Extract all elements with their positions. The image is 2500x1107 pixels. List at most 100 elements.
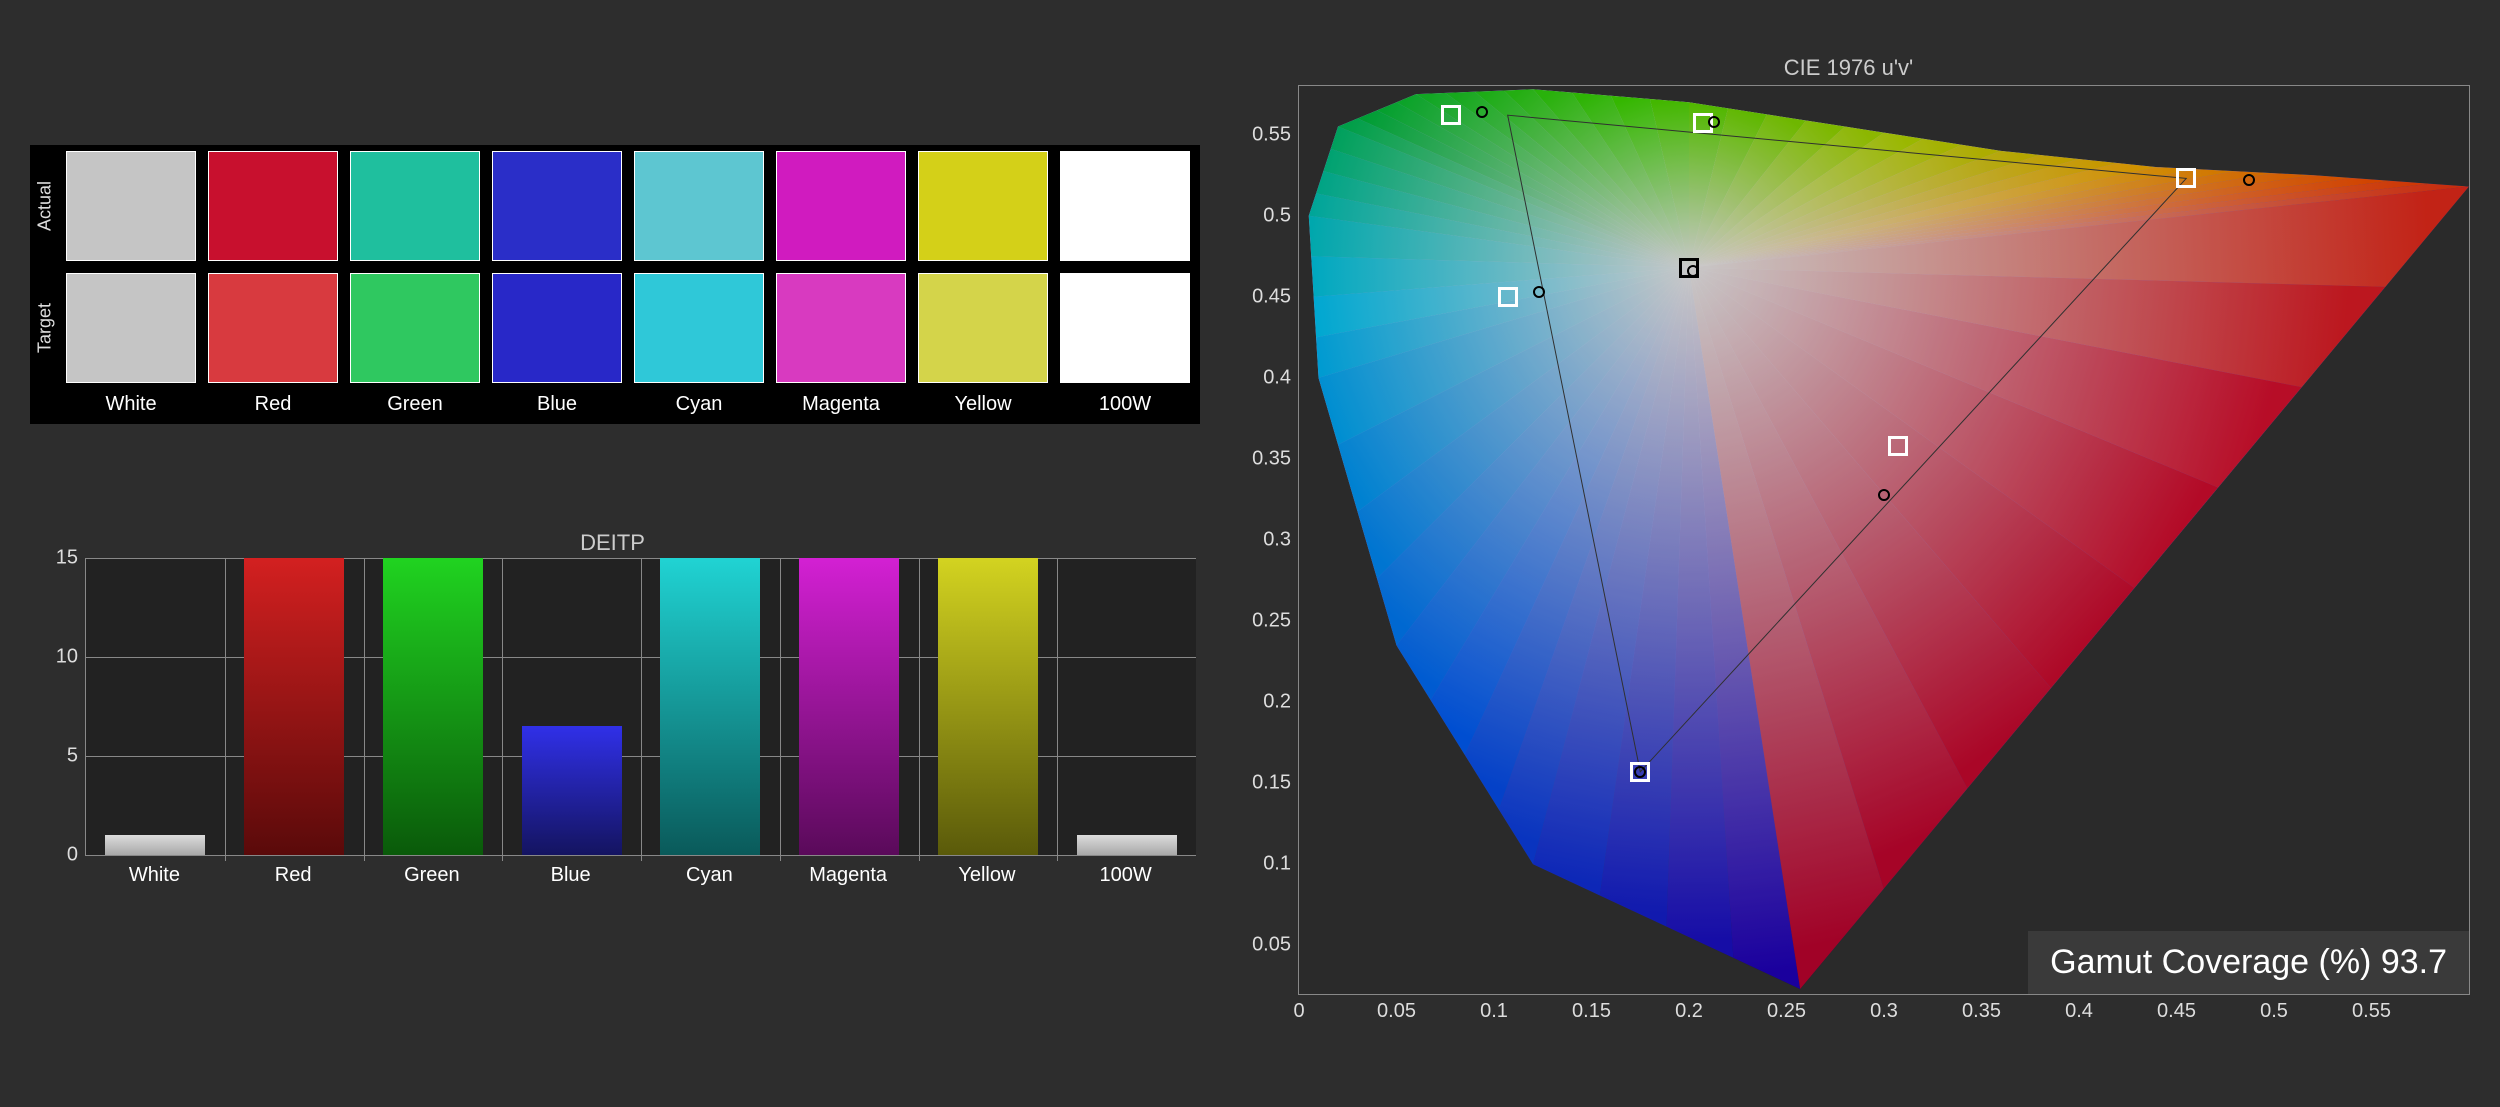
cie-xtick-label: 0.5 (2260, 994, 2288, 1023)
cie-xtick-label: 0.2 (1675, 994, 1703, 1023)
cie-plot-area: Gamut Coverage (%) 93.7 0.050.10.150.20.… (1298, 85, 2470, 995)
cie-xtick-label: 0 (1293, 994, 1304, 1023)
swatch-cell (1060, 151, 1190, 261)
deitp-xtick-label: 100W (1056, 860, 1195, 890)
swatch-cell (66, 151, 196, 261)
swatch-column-label: Yellow (912, 389, 1054, 424)
swatch-column-label: White (60, 389, 202, 424)
measured-marker-dot (1708, 116, 1720, 128)
deitp-xtick-label: Green (363, 860, 502, 890)
deitp-ytick-label: 15 (56, 547, 86, 570)
cie-ytick-label: 0.45 (1252, 285, 1299, 308)
deitp-category-separator (919, 558, 920, 861)
deitp-xtick-label: White (85, 860, 224, 890)
deitp-x-axis: WhiteRedGreenBlueCyanMagentaYellow100W (85, 860, 1195, 890)
deitp-category-separator (780, 558, 781, 861)
cie-diagram-panel: CIE 1976 u'v' Gamut Coverage (%) 93.7 0.… (1225, 55, 2472, 1041)
swatch-cell (492, 273, 622, 383)
deitp-bar (1077, 835, 1177, 855)
deitp-xtick-label: Yellow (918, 860, 1057, 890)
swatch-column-label: Red (202, 389, 344, 424)
cie-xtick-label: 0.35 (1962, 994, 2001, 1023)
measured-marker-dot (1878, 489, 1890, 501)
cie-ytick-label: 0.05 (1252, 934, 1299, 957)
swatch-cell (208, 273, 338, 383)
measured-marker-dot (1533, 286, 1545, 298)
deitp-xtick-label: Red (224, 860, 363, 890)
swatch-cell (776, 273, 906, 383)
measured-marker-dot (1476, 106, 1488, 118)
measured-marker-dot (1687, 265, 1699, 277)
cie-xtick-label: 0.3 (1870, 994, 1898, 1023)
cie-title: CIE 1976 u'v' (1225, 55, 2472, 81)
deitp-plot-area: 051015 (85, 558, 1196, 856)
target-marker-square (1498, 287, 1518, 307)
cie-ytick-label: 0.3 (1263, 529, 1299, 552)
swatch-row-label: Target (30, 267, 60, 389)
swatch-row-target: Target (30, 267, 1200, 389)
swatch-cell (208, 151, 338, 261)
cie-xtick-label: 0.45 (2157, 994, 2196, 1023)
deitp-category-separator (641, 558, 642, 861)
deitp-xtick-label: Cyan (640, 860, 779, 890)
swatch-column-label: 100W (1054, 389, 1196, 424)
cie-xtick-label: 0.1 (1480, 994, 1508, 1023)
swatch-cell (350, 151, 480, 261)
deitp-bar (799, 558, 899, 855)
cie-xtick-label: 0.05 (1377, 994, 1416, 1023)
swatch-cell (776, 151, 906, 261)
deitp-category-separator (1057, 558, 1058, 861)
gamut-coverage-badge: Gamut Coverage (%) 93.7 (2028, 931, 2469, 994)
deitp-category-separator (502, 558, 503, 861)
target-marker-square (1441, 105, 1461, 125)
deitp-bar (383, 558, 483, 855)
swatch-cell (918, 273, 1048, 383)
swatch-row-actual: Actual (30, 145, 1200, 267)
deitp-bar (244, 558, 344, 855)
cie-ytick-label: 0.35 (1252, 447, 1299, 470)
cie-ytick-label: 0.5 (1263, 204, 1299, 227)
deitp-bar-chart: DEITP 051015 WhiteRedGreenBlueCyanMagent… (30, 530, 1195, 890)
deitp-xtick-label: Blue (501, 860, 640, 890)
swatch-cell (350, 273, 480, 383)
swatch-cell (918, 151, 1048, 261)
deitp-xtick-label: Magenta (779, 860, 918, 890)
swatch-cell (66, 273, 196, 383)
cie-ytick-label: 0.15 (1252, 772, 1299, 795)
swatch-column-label: Blue (486, 389, 628, 424)
deitp-bar (660, 558, 760, 855)
measured-marker-dot (1634, 766, 1646, 778)
deitp-bar (938, 558, 1038, 855)
swatch-row-label: Actual (30, 145, 60, 267)
cie-chromaticity-svg (1299, 86, 2469, 994)
deitp-ytick-label: 5 (67, 745, 86, 768)
deitp-ytick-label: 0 (67, 844, 86, 867)
cie-ytick-label: 0.55 (1252, 123, 1299, 146)
swatch-cell (634, 151, 764, 261)
deitp-category-separator (364, 558, 365, 861)
swatch-column-labels: WhiteRedGreenBlueCyanMagentaYellow100W (30, 389, 1200, 424)
cie-ytick-label: 0.2 (1263, 691, 1299, 714)
swatch-cell (634, 273, 764, 383)
color-swatch-panel: ActualTargetWhiteRedGreenBlueCyanMagenta… (30, 145, 1200, 424)
swatch-column-label: Green (344, 389, 486, 424)
locus-dark-overlay (1309, 89, 2469, 989)
deitp-bar (522, 726, 622, 855)
cie-ytick-label: 0.25 (1252, 610, 1299, 633)
swatch-cell (492, 151, 622, 261)
swatch-column-label: Cyan (628, 389, 770, 424)
cie-xtick-label: 0.25 (1767, 994, 1806, 1023)
target-marker-square (2176, 168, 2196, 188)
deitp-category-separator (225, 558, 226, 861)
measured-marker-dot (2243, 174, 2255, 186)
deitp-bar (105, 835, 205, 855)
target-marker-square (1888, 436, 1908, 456)
swatch-column-label: Magenta (770, 389, 912, 424)
swatch-cell (1060, 273, 1190, 383)
cie-xtick-label: 0.55 (2352, 994, 2391, 1023)
deitp-ytick-label: 10 (56, 646, 86, 669)
cie-xtick-label: 0.15 (1572, 994, 1611, 1023)
deitp-title: DEITP (30, 530, 1195, 556)
cie-ytick-label: 0.1 (1263, 853, 1299, 876)
cie-xtick-label: 0.4 (2065, 994, 2093, 1023)
